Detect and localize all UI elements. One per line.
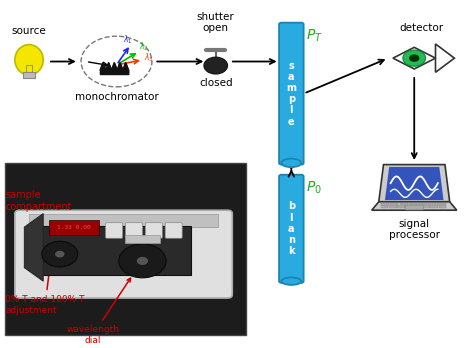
FancyBboxPatch shape bbox=[438, 205, 447, 208]
Text: signal
processor: signal processor bbox=[389, 219, 440, 240]
FancyBboxPatch shape bbox=[15, 210, 232, 298]
Text: monochromator: monochromator bbox=[74, 92, 158, 102]
FancyBboxPatch shape bbox=[381, 205, 388, 208]
FancyBboxPatch shape bbox=[389, 205, 397, 208]
FancyBboxPatch shape bbox=[381, 203, 389, 205]
Polygon shape bbox=[24, 214, 43, 281]
Circle shape bbox=[119, 244, 166, 278]
FancyBboxPatch shape bbox=[165, 223, 182, 238]
Text: s
a
m
p
l
e: s a m p l e bbox=[286, 61, 296, 127]
FancyBboxPatch shape bbox=[400, 203, 408, 205]
Text: wavelength
dial: wavelength dial bbox=[66, 278, 130, 345]
Ellipse shape bbox=[15, 45, 43, 75]
Text: detector: detector bbox=[399, 23, 443, 33]
Circle shape bbox=[55, 251, 64, 258]
Polygon shape bbox=[29, 214, 218, 227]
Text: $P_0$: $P_0$ bbox=[306, 180, 321, 196]
Text: 0% T and 100% T
adjustment: 0% T and 100% T adjustment bbox=[5, 267, 85, 315]
FancyBboxPatch shape bbox=[106, 223, 123, 238]
FancyBboxPatch shape bbox=[414, 205, 421, 208]
Polygon shape bbox=[385, 167, 444, 200]
FancyBboxPatch shape bbox=[430, 205, 438, 208]
Text: $\lambda_2$: $\lambda_2$ bbox=[139, 40, 149, 53]
FancyBboxPatch shape bbox=[279, 175, 304, 283]
FancyBboxPatch shape bbox=[397, 205, 405, 208]
Text: shutter
open: shutter open bbox=[197, 12, 235, 33]
Circle shape bbox=[204, 57, 228, 74]
Text: $P_T$: $P_T$ bbox=[306, 28, 322, 44]
FancyBboxPatch shape bbox=[279, 23, 304, 165]
Circle shape bbox=[42, 241, 78, 267]
FancyBboxPatch shape bbox=[126, 223, 143, 238]
Ellipse shape bbox=[282, 277, 301, 285]
Text: b
l
a
n
k: b l a n k bbox=[288, 201, 295, 256]
Text: 1.33 0.00: 1.33 0.00 bbox=[57, 224, 91, 230]
FancyBboxPatch shape bbox=[405, 205, 413, 208]
FancyBboxPatch shape bbox=[428, 203, 436, 205]
Text: sample
compartment: sample compartment bbox=[5, 190, 72, 219]
Circle shape bbox=[409, 54, 419, 62]
FancyBboxPatch shape bbox=[405, 205, 423, 210]
FancyBboxPatch shape bbox=[37, 226, 191, 275]
Circle shape bbox=[137, 257, 148, 265]
Circle shape bbox=[403, 50, 426, 66]
Polygon shape bbox=[379, 165, 450, 202]
FancyBboxPatch shape bbox=[23, 72, 35, 78]
Text: $\lambda_1$: $\lambda_1$ bbox=[123, 34, 133, 46]
Polygon shape bbox=[372, 202, 457, 210]
FancyBboxPatch shape bbox=[5, 163, 246, 335]
FancyBboxPatch shape bbox=[125, 235, 160, 243]
Text: closed: closed bbox=[199, 78, 233, 88]
Ellipse shape bbox=[282, 159, 301, 167]
FancyBboxPatch shape bbox=[409, 203, 417, 205]
FancyBboxPatch shape bbox=[49, 220, 99, 235]
Text: $\lambda_3$: $\lambda_3$ bbox=[144, 52, 154, 64]
Polygon shape bbox=[393, 47, 436, 69]
FancyBboxPatch shape bbox=[390, 203, 398, 205]
FancyBboxPatch shape bbox=[146, 223, 162, 238]
Text: source: source bbox=[12, 26, 46, 36]
FancyBboxPatch shape bbox=[419, 203, 427, 205]
FancyBboxPatch shape bbox=[438, 203, 446, 205]
FancyBboxPatch shape bbox=[422, 205, 430, 208]
